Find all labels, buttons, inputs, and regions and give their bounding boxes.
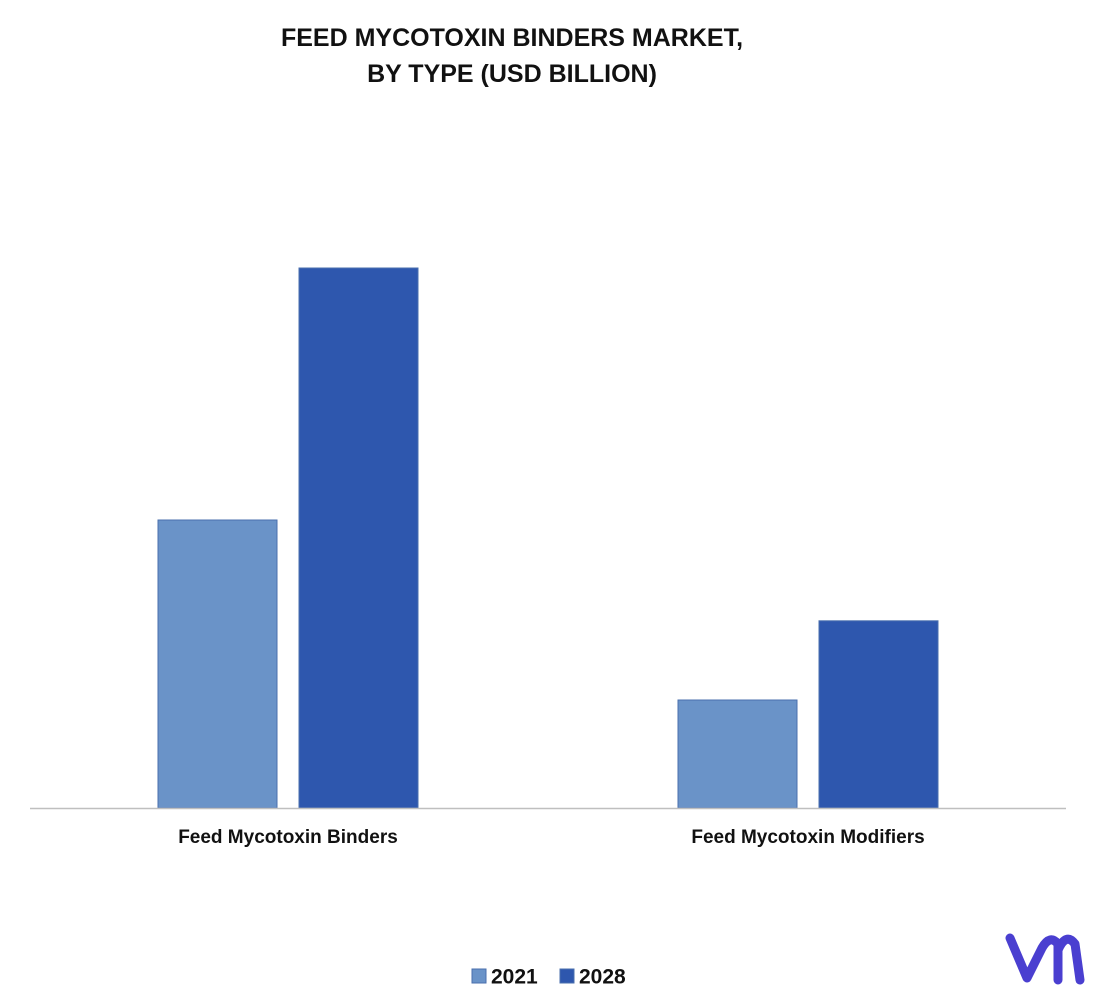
- x-tick-label: Feed Mycotoxin Binders: [178, 827, 398, 848]
- bar: [298, 267, 419, 809]
- bar: [677, 699, 798, 809]
- logo: [1005, 933, 1085, 985]
- x-tick-label: Feed Mycotoxin Modifiers: [691, 827, 924, 848]
- legend-swatch: [471, 968, 487, 984]
- bar: [157, 519, 278, 809]
- legend-label: 2021: [491, 966, 538, 989]
- chart-title: FEED MYCOTOXIN BINDERS MARKET, BY TYPE (…: [280, 24, 744, 88]
- legend-swatch: [559, 968, 575, 984]
- legend-label: 2028: [579, 966, 626, 989]
- logo-mark: [1005, 933, 1085, 985]
- bar: [818, 620, 939, 809]
